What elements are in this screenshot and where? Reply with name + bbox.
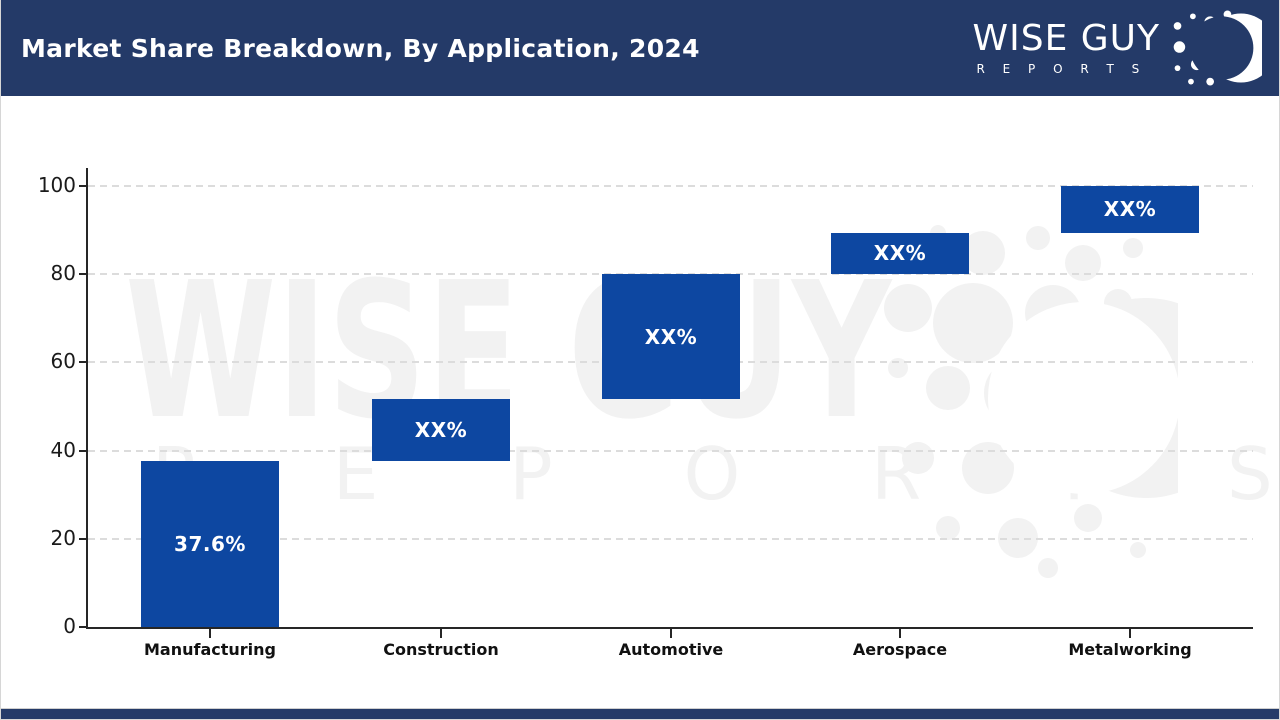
brand-logo-line2: R E P O R T S (976, 62, 1147, 76)
y-axis-tick-60 (79, 361, 88, 364)
x-axis-tick-automotive (670, 629, 672, 638)
gridline-y-20 (88, 537, 1253, 540)
x-axis-tick-construction (440, 629, 442, 638)
x-axis-tick-aerospace (899, 629, 901, 638)
gridline-y-100 (88, 185, 1253, 187)
bar-value-label-automotive: XX% (644, 324, 698, 349)
y-axis-tick-40 (79, 449, 88, 452)
y-axis-tick-0 (79, 626, 88, 628)
bar-aerospace: XX% (831, 232, 969, 275)
bar-automotive: XX% (602, 274, 740, 400)
y-axis-tick-label-40: 40 (50, 437, 76, 462)
y-axis-line (86, 168, 88, 629)
y-axis-tick-label-0: 0 (63, 614, 76, 638)
x-axis-category-label-automotive: Automotive (618, 640, 724, 659)
y-axis-tick-label-100: 100 (37, 173, 76, 197)
x-axis-category-label-aerospace: Aerospace (852, 640, 948, 659)
x-axis-category-label-manufacturing: Manufacturing (144, 640, 276, 659)
gridline-y-40 (88, 449, 1253, 452)
x-axis-tick-manufacturing (209, 629, 211, 638)
brand-logo-line1: WISE GUY (972, 18, 1160, 59)
bar-value-label-metalworking: XX% (1103, 197, 1157, 222)
bar-metalworking: XX% (1061, 186, 1199, 233)
footer-band (0, 708, 1280, 720)
bar-construction: XX% (372, 399, 510, 462)
bar-value-label-aerospace: XX% (873, 241, 927, 266)
y-axis-tick-20 (79, 537, 88, 540)
y-axis-tick-label-60: 60 (50, 349, 76, 374)
x-axis-category-label-construction: Construction (383, 640, 499, 659)
y-axis-tick-label-20: 20 (50, 525, 76, 550)
bar-value-label-manufacturing: 37.6% (174, 532, 246, 557)
y-axis-tick-label-80: 80 (50, 261, 76, 286)
x-axis-category-label-metalworking: Metalworking (1068, 640, 1192, 659)
brand-logo-face-icon (1173, 10, 1262, 86)
x-axis-line (86, 627, 1253, 629)
y-axis-tick-100 (79, 185, 88, 187)
x-axis-tick-metalworking (1129, 629, 1131, 638)
watermark-face-icon (884, 225, 1178, 578)
page-title: Market Share Breakdown, By Application, … (21, 33, 700, 63)
header-band: Market Share Breakdown, By Application, … (0, 0, 1280, 96)
bar-manufacturing: 37.6% (141, 461, 279, 627)
brand-logo: WISE GUY R E P O R T S (972, 0, 1262, 96)
bar-value-label-construction: XX% (414, 418, 468, 443)
y-axis-tick-80 (79, 273, 88, 276)
brand-logo-text: WISE GUY R E P O R T S (972, 18, 1161, 76)
